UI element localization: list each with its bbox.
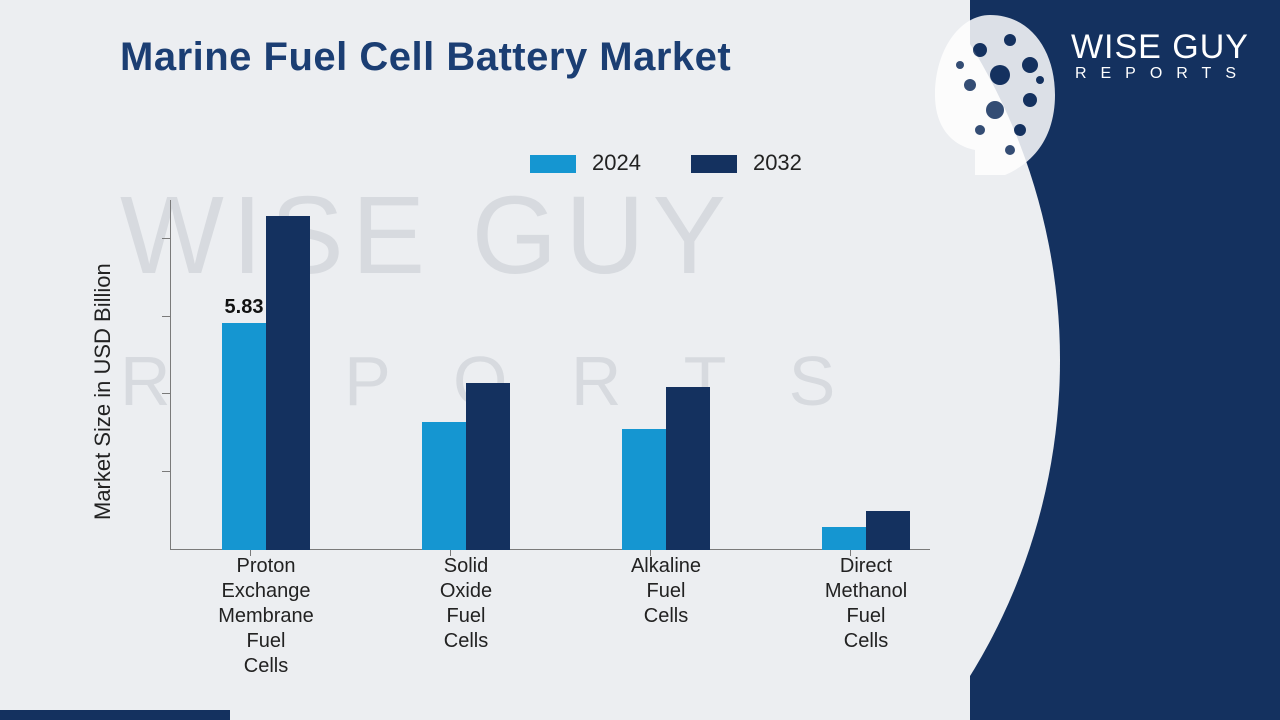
bar [266,216,310,550]
y-axis-line [170,200,171,550]
plot-area: 5.83 [130,200,920,550]
value-label: 5.83 [214,296,274,319]
legend-label-2032: 2032 [753,150,802,175]
bar [622,429,666,550]
y-tick [162,316,170,317]
y-axis-label: Market Size in USD Billion [90,263,116,520]
legend: 2024 2032 [530,150,802,176]
footer-accent-bar [0,710,230,720]
category-label: ProtonExchangeMembraneFuelCells [196,554,336,679]
y-tick [162,238,170,239]
bar [422,422,466,550]
brand-line2: REPORTS [1075,65,1250,83]
page-root: WISE GUY R E P O R T S Marine Fuel Cell … [0,0,1280,720]
legend-label-2024: 2024 [592,150,641,175]
legend-item-2032: 2032 [691,150,802,176]
bar [666,387,710,550]
chart-area: Market Size in USD Billion 2024 2032 5.8… [100,150,920,690]
bar [222,323,266,550]
chart-title: Marine Fuel Cell Battery Market [120,35,731,80]
category-label: SolidOxideFuelCells [396,554,536,654]
legend-item-2024: 2024 [530,150,641,176]
bar [866,511,910,550]
brand-logo: WISE GUY REPORTS [1071,28,1250,83]
y-tick [162,471,170,472]
brand-line1: WISE GUY [1071,28,1250,67]
bar [466,383,510,550]
bar [822,527,866,550]
category-label: AlkalineFuelCells [596,554,736,629]
y-tick [162,393,170,394]
legend-swatch-2024 [530,155,576,173]
category-label: DirectMethanolFuelCells [796,554,936,654]
legend-swatch-2032 [691,155,737,173]
